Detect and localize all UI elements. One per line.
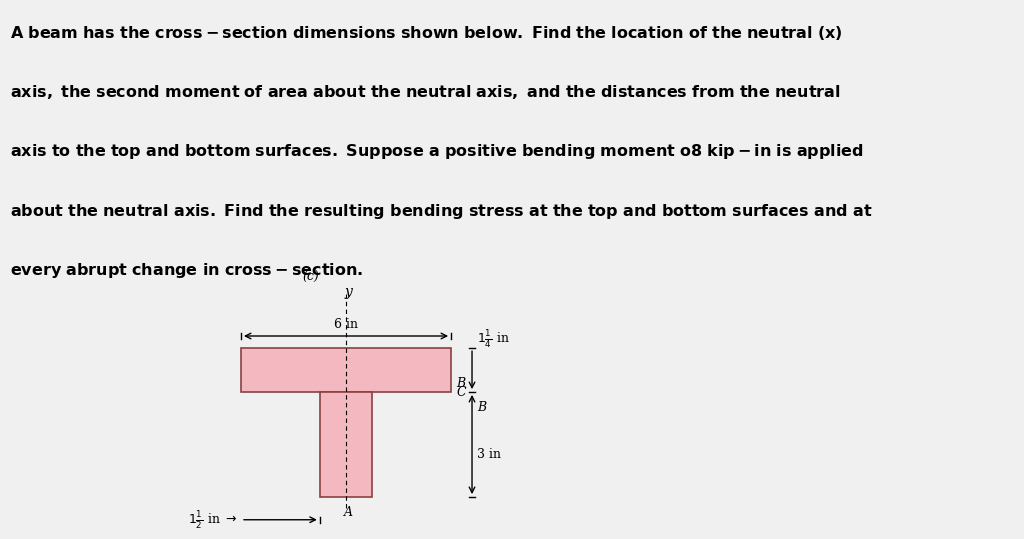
- Text: B: B: [457, 377, 465, 390]
- Text: $\bf{axis,\ the\ second\ moment\ of\ area\ about\ the\ neutral\ axis,\ and\ the\: $\bf{axis,\ the\ second\ moment\ of\ are…: [10, 83, 841, 101]
- Text: $\bf{about\ the\ neutral\ axis.\ Find\ the\ resulting\ bending\ stress\ at\ the\: $\bf{about\ the\ neutral\ axis.\ Find\ t…: [10, 202, 872, 220]
- Text: $1\frac{1}{4}$ in: $1\frac{1}{4}$ in: [477, 329, 510, 350]
- Text: 3 in: 3 in: [477, 448, 502, 461]
- Text: 6 in: 6 in: [334, 318, 358, 331]
- Text: $1\frac{1}{2}$ in $\rightarrow$: $1\frac{1}{2}$ in $\rightarrow$: [188, 509, 238, 531]
- Text: y: y: [345, 285, 352, 299]
- FancyBboxPatch shape: [241, 348, 451, 392]
- FancyBboxPatch shape: [319, 392, 373, 497]
- Text: B: B: [477, 401, 486, 414]
- Text: $\bf{axis\ to\ the\ top\ and\ bottom\ surfaces.\ Suppose\ a\ positive\ bending\ : $\bf{axis\ to\ the\ top\ and\ bottom\ su…: [10, 142, 864, 161]
- Text: A: A: [344, 506, 353, 519]
- Text: $\bf{A\ beam\ has\ the\ cross-section\ dimensions\ shown\ below.\ Find\ the\ loc: $\bf{A\ beam\ has\ the\ cross-section\ d…: [10, 24, 843, 42]
- Text: $\bf{every\ abrupt\ change\ in\ cross-section.}$: $\bf{every\ abrupt\ change\ in\ cross-se…: [10, 261, 364, 280]
- Text: C: C: [457, 385, 466, 398]
- Text: (c): (c): [303, 271, 319, 284]
